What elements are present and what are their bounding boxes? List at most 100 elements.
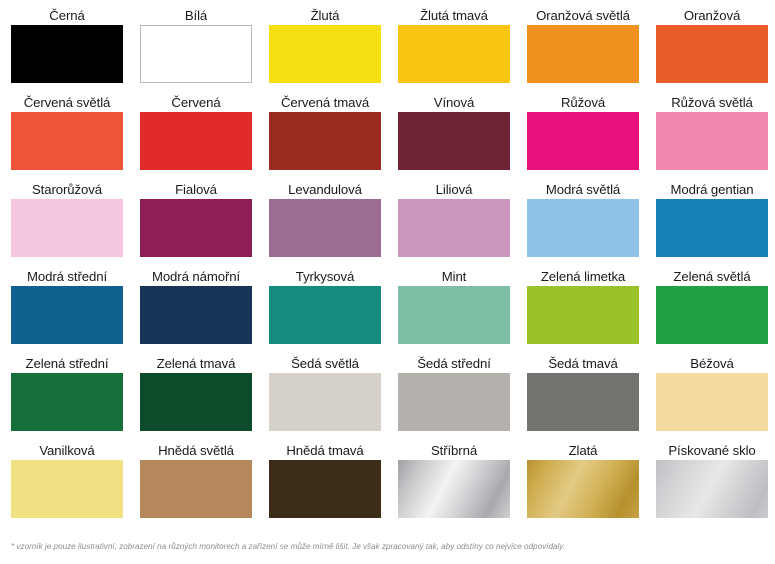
swatch-label: Starorůžová bbox=[31, 182, 102, 197]
swatch-label: Modrá gentian bbox=[670, 182, 754, 197]
swatch-label: Žlutá tmavá bbox=[420, 8, 488, 23]
swatch-color-chip[interactable] bbox=[269, 199, 381, 257]
swatch-label: Růžová bbox=[560, 95, 606, 110]
swatch-color-chip[interactable] bbox=[398, 286, 510, 344]
color-swatch-grid: Černá Bílá Žlutá Žlutá tmavá Oranžová světlá… bbox=[11, 6, 768, 528]
swatch-color-chip[interactable] bbox=[398, 460, 510, 518]
swatch-color-chip[interactable] bbox=[269, 460, 381, 518]
swatch-color-chip[interactable] bbox=[269, 373, 381, 431]
swatch-label: Mint bbox=[441, 269, 467, 284]
swatch-color-chip[interactable] bbox=[527, 286, 639, 344]
swatch-label: Černá bbox=[49, 8, 85, 23]
swatch-color-chip[interactable] bbox=[140, 25, 252, 83]
swatch-cell[interactable]: Mint bbox=[398, 267, 510, 354]
swatch-label: Fialová bbox=[175, 182, 217, 197]
swatch-color-chip[interactable] bbox=[656, 25, 768, 83]
swatch-color-chip[interactable] bbox=[398, 25, 510, 83]
swatch-color-chip[interactable] bbox=[398, 373, 510, 431]
swatch-cell[interactable]: Modrá střední bbox=[11, 267, 123, 354]
swatch-label: Pískované sklo bbox=[668, 443, 756, 458]
swatch-color-chip[interactable] bbox=[11, 199, 123, 257]
swatch-color-chip[interactable] bbox=[11, 112, 123, 170]
swatch-color-chip[interactable] bbox=[527, 25, 639, 83]
swatch-color-chip[interactable] bbox=[656, 112, 768, 170]
swatch-cell[interactable]: Růžová světlá bbox=[656, 93, 768, 180]
swatch-cell[interactable]: Levandulová bbox=[269, 180, 381, 267]
swatch-label: Liliová bbox=[435, 182, 473, 197]
swatch-color-chip[interactable] bbox=[527, 199, 639, 257]
swatch-cell[interactable]: Růžová bbox=[527, 93, 639, 180]
swatch-cell[interactable]: Šedá světlá bbox=[269, 354, 381, 441]
swatch-label: Červená tmavá bbox=[280, 95, 370, 110]
swatch-cell[interactable]: Červená bbox=[140, 93, 252, 180]
swatch-cell[interactable]: Béžová bbox=[656, 354, 768, 441]
swatch-color-chip[interactable] bbox=[140, 460, 252, 518]
swatch-cell[interactable]: Vanilková bbox=[11, 441, 123, 528]
swatch-cell[interactable]: Liliová bbox=[398, 180, 510, 267]
swatch-label: Levandulová bbox=[288, 182, 362, 197]
swatch-color-chip[interactable] bbox=[656, 460, 768, 518]
swatch-label: Červená světlá bbox=[23, 95, 111, 110]
swatch-cell[interactable]: Oranžová světlá bbox=[527, 6, 639, 93]
swatch-label: Zelená tmavá bbox=[156, 356, 236, 371]
swatch-color-chip[interactable] bbox=[527, 460, 639, 518]
swatch-cell[interactable]: Bílá bbox=[140, 6, 252, 93]
swatch-cell[interactable]: Hnědá tmavá bbox=[269, 441, 381, 528]
swatch-color-chip[interactable] bbox=[656, 286, 768, 344]
swatch-cell[interactable]: Černá bbox=[11, 6, 123, 93]
swatch-cell[interactable]: Vínová bbox=[398, 93, 510, 180]
swatch-color-chip[interactable] bbox=[656, 199, 768, 257]
swatch-cell[interactable]: Modrá gentian bbox=[656, 180, 768, 267]
swatch-cell[interactable]: Červená světlá bbox=[11, 93, 123, 180]
swatch-cell[interactable]: Šedá tmavá bbox=[527, 354, 639, 441]
swatch-color-chip[interactable] bbox=[140, 199, 252, 257]
swatch-label: Růžová světlá bbox=[671, 95, 753, 110]
swatch-label: Šedá tmavá bbox=[548, 356, 618, 371]
swatch-label: Bílá bbox=[184, 8, 208, 23]
swatch-cell[interactable]: Zelená limetka bbox=[527, 267, 639, 354]
swatch-label: Oranžová světlá bbox=[536, 8, 630, 23]
swatch-color-chip[interactable] bbox=[11, 286, 123, 344]
swatch-color-chip[interactable] bbox=[269, 25, 381, 83]
swatch-color-chip[interactable] bbox=[398, 199, 510, 257]
swatch-cell[interactable]: Oranžová bbox=[656, 6, 768, 93]
swatch-cell[interactable]: Stříbrná bbox=[398, 441, 510, 528]
swatch-color-chip[interactable] bbox=[11, 25, 123, 83]
swatch-cell[interactable]: Tyrkysová bbox=[269, 267, 381, 354]
swatch-color-chip[interactable] bbox=[140, 373, 252, 431]
swatch-cell[interactable]: Fialová bbox=[140, 180, 252, 267]
swatch-cell[interactable]: Modrá námořní bbox=[140, 267, 252, 354]
swatch-color-chip[interactable] bbox=[527, 112, 639, 170]
swatch-label: Vanilková bbox=[39, 443, 95, 458]
swatch-cell[interactable]: Žlutá bbox=[269, 6, 381, 93]
swatch-cell[interactable]: Šedá střední bbox=[398, 354, 510, 441]
swatch-cell[interactable]: Žlutá tmavá bbox=[398, 6, 510, 93]
swatch-color-chip[interactable] bbox=[527, 373, 639, 431]
swatch-color-chip[interactable] bbox=[140, 112, 252, 170]
swatch-color-chip[interactable] bbox=[656, 373, 768, 431]
swatch-color-chip[interactable] bbox=[269, 112, 381, 170]
swatch-label: Zelená limetka bbox=[540, 269, 626, 284]
swatch-color-chip[interactable] bbox=[140, 286, 252, 344]
swatch-label: Zelená světlá bbox=[673, 269, 751, 284]
disclaimer-note: * vzorník je pouze ilustrativní, zobraze… bbox=[11, 542, 566, 551]
swatch-cell[interactable]: Zelená tmavá bbox=[140, 354, 252, 441]
swatch-label: Oranžová bbox=[683, 8, 741, 23]
swatch-cell[interactable]: Zlatá bbox=[527, 441, 639, 528]
swatch-label: Béžová bbox=[690, 356, 734, 371]
swatch-label: Zelená střední bbox=[25, 356, 109, 371]
swatch-cell[interactable]: Zelená střední bbox=[11, 354, 123, 441]
swatch-label: Žlutá bbox=[310, 8, 340, 23]
swatch-cell[interactable]: Zelená světlá bbox=[656, 267, 768, 354]
swatch-color-chip[interactable] bbox=[398, 112, 510, 170]
swatch-cell[interactable]: Pískované sklo bbox=[656, 441, 768, 528]
swatch-cell[interactable]: Starorůžová bbox=[11, 180, 123, 267]
swatch-color-chip[interactable] bbox=[269, 286, 381, 344]
swatch-cell[interactable]: Červená tmavá bbox=[269, 93, 381, 180]
swatch-cell[interactable]: Modrá světlá bbox=[527, 180, 639, 267]
swatch-color-chip[interactable] bbox=[11, 460, 123, 518]
swatch-cell[interactable]: Hnědá světlá bbox=[140, 441, 252, 528]
swatch-color-chip[interactable] bbox=[11, 373, 123, 431]
swatch-label: Vínová bbox=[433, 95, 475, 110]
